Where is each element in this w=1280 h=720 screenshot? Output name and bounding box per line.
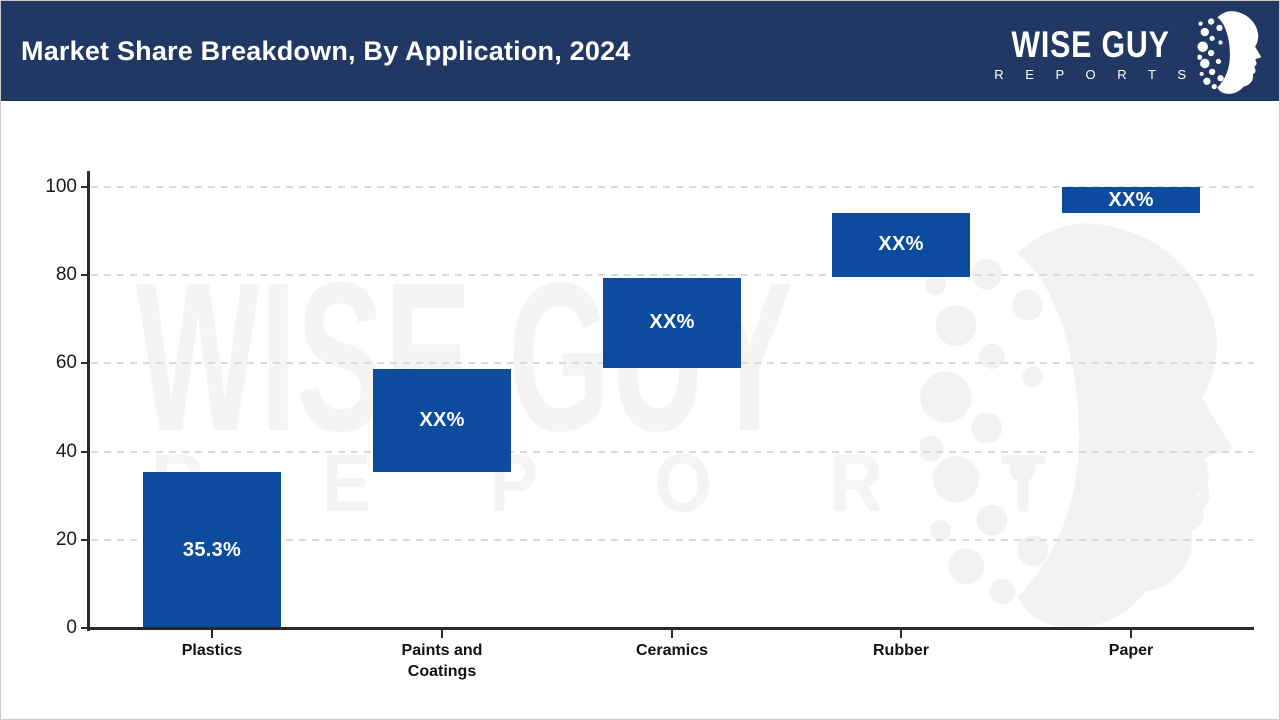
bar-value-label-ceramics: XX% <box>649 311 695 334</box>
y-axis-tick-label: 0 <box>66 617 77 638</box>
bar-value-label-paints-and: XX% <box>419 408 465 431</box>
x-axis-category-label-rubber: Rubber <box>873 642 929 659</box>
x-axis-tick-mark <box>900 630 902 638</box>
y-axis-tick-label: 80 <box>55 264 77 286</box>
x-axis-line <box>87 627 1254 630</box>
y-axis-tick-label: 60 <box>55 352 77 374</box>
x-axis-category-label-ceramics: Ceramics <box>635 642 709 659</box>
y-axis-tick-label: 100 <box>45 176 77 197</box>
wiseguy-logo-text: WISE GUY R E P O R T S <box>985 23 1195 82</box>
gridline-y-100 <box>91 186 1254 188</box>
bar-value-label-plastics: 35.3% <box>182 538 242 561</box>
y-axis-tick-mark <box>81 274 89 277</box>
bar-plastics: 35.3% <box>143 472 281 628</box>
x-axis-category-label-paper: Paper <box>1108 642 1154 659</box>
gridline-y-40 <box>91 450 1254 453</box>
logo-wordmark: WISE GUY <box>1010 23 1170 65</box>
wiseguy-logo: WISE GUY R E P O R T S <box>985 9 1265 97</box>
bar-value-label-paper: XX% <box>1108 188 1154 211</box>
bar-rubber: XX% <box>832 213 970 277</box>
x-axis-tick-mark <box>671 630 673 638</box>
gridline-y-80 <box>91 274 1254 277</box>
y-axis-tick-mark <box>81 450 89 453</box>
y-axis-tick-mark <box>81 362 89 365</box>
watermark-subtitle: R E P O R T S <box>151 438 1262 529</box>
y-axis-tick-label: 40 <box>55 440 77 462</box>
bar-paints-and: XX% <box>373 368 511 472</box>
x-axis-category-label-plastics: Plastics <box>181 642 243 659</box>
header: Market Share Breakdown, By Application, … <box>1 1 1279 101</box>
x-axis-tick-mark <box>211 630 213 638</box>
x-axis-category-label-paints-and: Paints and Coatings <box>401 642 483 680</box>
wiseguy-face-icon <box>1197 9 1265 97</box>
y-axis-line <box>87 171 90 631</box>
x-axis-tick-mark <box>1130 630 1132 638</box>
bar-paper: XX% <box>1062 187 1200 214</box>
page-title: Market Share Breakdown, By Application, … <box>21 35 631 66</box>
bar-ceramics: XX% <box>603 277 741 368</box>
y-axis-tick-mark <box>81 627 89 629</box>
bar-value-label-rubber: XX% <box>878 233 924 256</box>
y-axis-tick-mark <box>81 186 89 188</box>
y-axis-tick-label: 20 <box>55 528 77 550</box>
y-axis-tick-mark <box>81 538 89 541</box>
x-axis-tick-mark <box>441 630 443 638</box>
watermark-face-icon <box>919 213 1249 643</box>
logo-subtitle: R E P O R T S <box>994 66 1195 82</box>
gridline-y-20 <box>91 538 1254 541</box>
